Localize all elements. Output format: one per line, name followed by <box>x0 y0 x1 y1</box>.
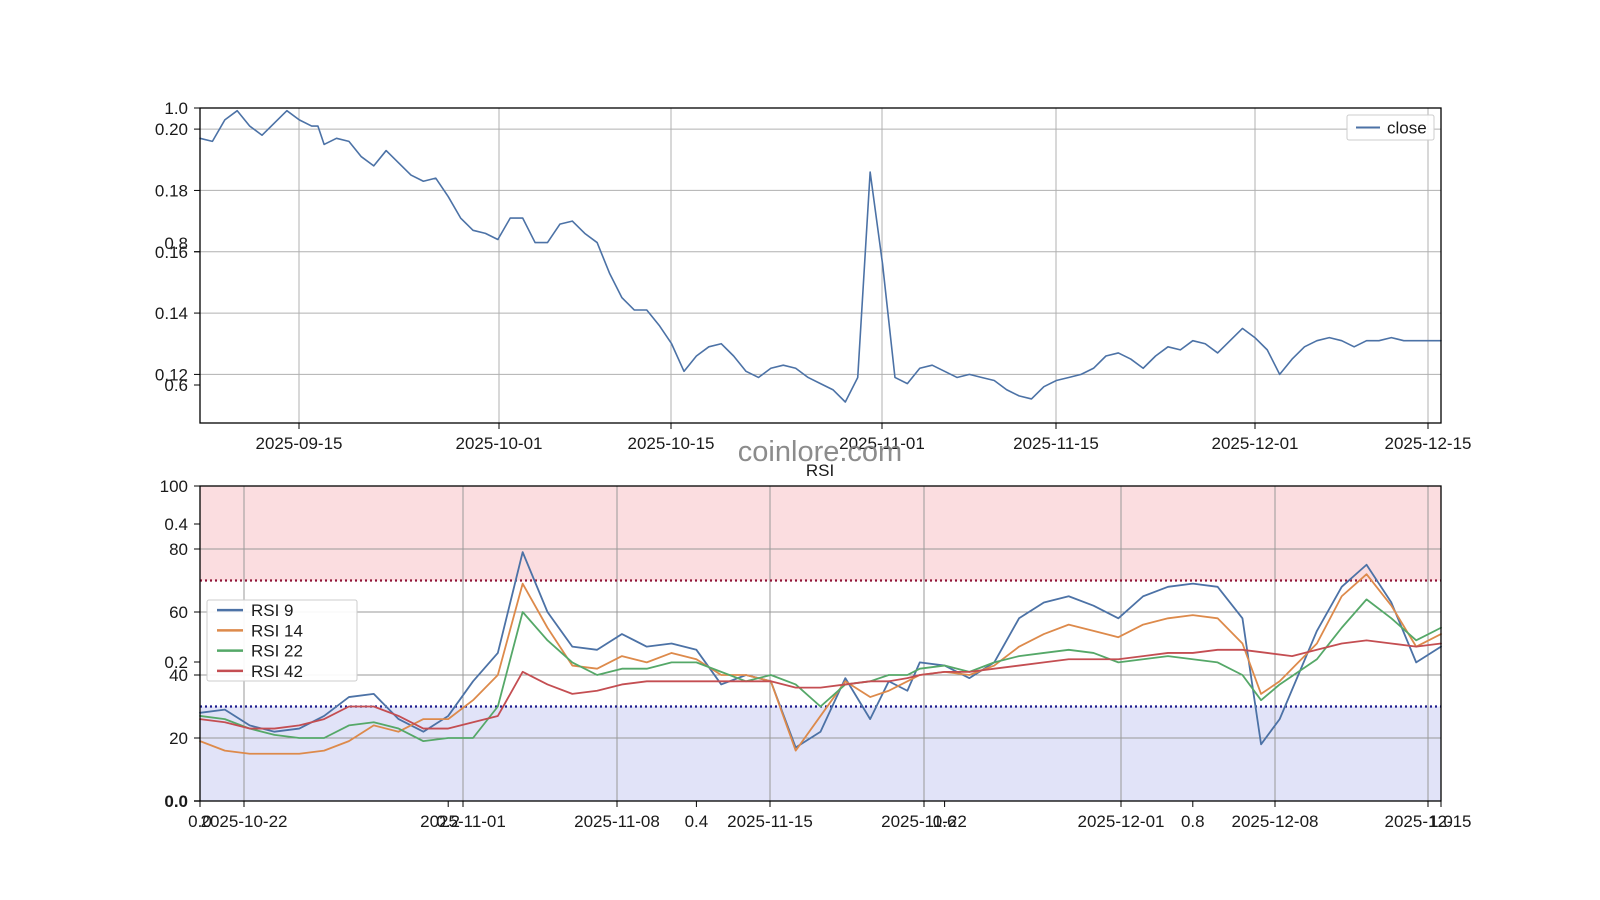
svg-text:80: 80 <box>169 540 188 559</box>
svg-text:60: 60 <box>169 603 188 622</box>
svg-text:0.8: 0.8 <box>1181 812 1205 831</box>
svg-text:1.0: 1.0 <box>164 99 188 118</box>
svg-text:close: close <box>1387 119 1427 138</box>
svg-text:0.18: 0.18 <box>155 181 188 200</box>
svg-text:2025-10-01: 2025-10-01 <box>456 434 543 453</box>
svg-text:2025-12-08: 2025-12-08 <box>1232 812 1319 831</box>
svg-text:2025-09-15: 2025-09-15 <box>256 434 343 453</box>
svg-text:0.6: 0.6 <box>933 812 957 831</box>
svg-text:0.2: 0.2 <box>164 653 188 672</box>
svg-text:coinlore.com: coinlore.com <box>738 436 902 468</box>
svg-text:0.0: 0.0 <box>188 812 212 831</box>
svg-text:RSI 22: RSI 22 <box>251 642 303 661</box>
svg-text:0.2: 0.2 <box>436 812 460 831</box>
svg-text:2025-12-15: 2025-12-15 <box>1385 812 1472 831</box>
svg-text:0.4: 0.4 <box>164 515 188 534</box>
svg-text:2025-11-15: 2025-11-15 <box>727 812 813 831</box>
svg-text:20: 20 <box>169 729 188 748</box>
svg-text:2025-10-15: 2025-10-15 <box>628 434 715 453</box>
svg-text:0.14: 0.14 <box>155 304 188 323</box>
svg-text:0.20: 0.20 <box>155 120 188 139</box>
svg-text:RSI 9: RSI 9 <box>251 601 294 620</box>
svg-text:1.0: 1.0 <box>1429 812 1453 831</box>
svg-text:2025-11-01: 2025-11-01 <box>420 812 506 831</box>
svg-text:0.4: 0.4 <box>685 812 709 831</box>
svg-text:2025-11-08: 2025-11-08 <box>574 812 660 831</box>
svg-text:100: 100 <box>160 477 188 496</box>
svg-text:2025-11-15: 2025-11-15 <box>1013 434 1099 453</box>
svg-text:2025-10-22: 2025-10-22 <box>201 812 288 831</box>
svg-text:2025-12-01: 2025-12-01 <box>1212 434 1299 453</box>
svg-text:RSI 14: RSI 14 <box>251 621 303 640</box>
svg-text:2025-12-15: 2025-12-15 <box>1385 434 1472 453</box>
svg-text:0.8: 0.8 <box>164 234 188 253</box>
svg-text:2025-12-01: 2025-12-01 <box>1078 812 1165 831</box>
svg-text:0.6: 0.6 <box>164 376 188 395</box>
svg-text:RSI 42: RSI 42 <box>251 662 303 681</box>
svg-text:0.0: 0.0 <box>164 792 188 811</box>
